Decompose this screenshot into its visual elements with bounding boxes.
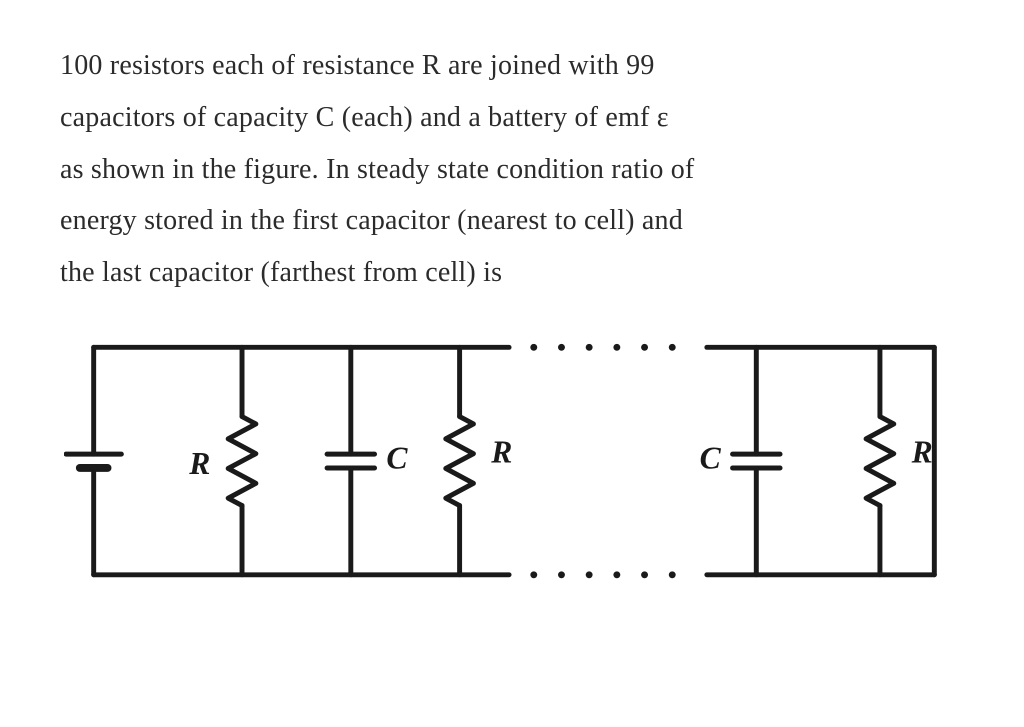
q-line-1: 100 resistors each of resistance R are j… xyxy=(60,50,655,81)
svg-text:R: R xyxy=(911,434,933,469)
q-line-2: capacitors of capacity C (each) and a ba… xyxy=(60,102,669,133)
question-text: 100 resistors each of resistance R are j… xyxy=(60,40,964,299)
svg-text:C: C xyxy=(700,440,722,475)
svg-text:R: R xyxy=(188,446,210,481)
page: 100 resistors each of resistance R are j… xyxy=(0,0,1024,641)
q-line-3: as shown in the figure. In steady state … xyxy=(60,154,694,185)
svg-text:R: R xyxy=(490,434,512,469)
circuit-figure: εRCRCR xyxy=(64,311,964,621)
q-line-5: the last capacitor (farthest from cell) … xyxy=(60,257,502,288)
svg-text:C: C xyxy=(386,440,408,475)
q-line-4: energy stored in the first capacitor (ne… xyxy=(60,205,683,236)
circuit-svg: εRCRCR xyxy=(64,311,964,621)
